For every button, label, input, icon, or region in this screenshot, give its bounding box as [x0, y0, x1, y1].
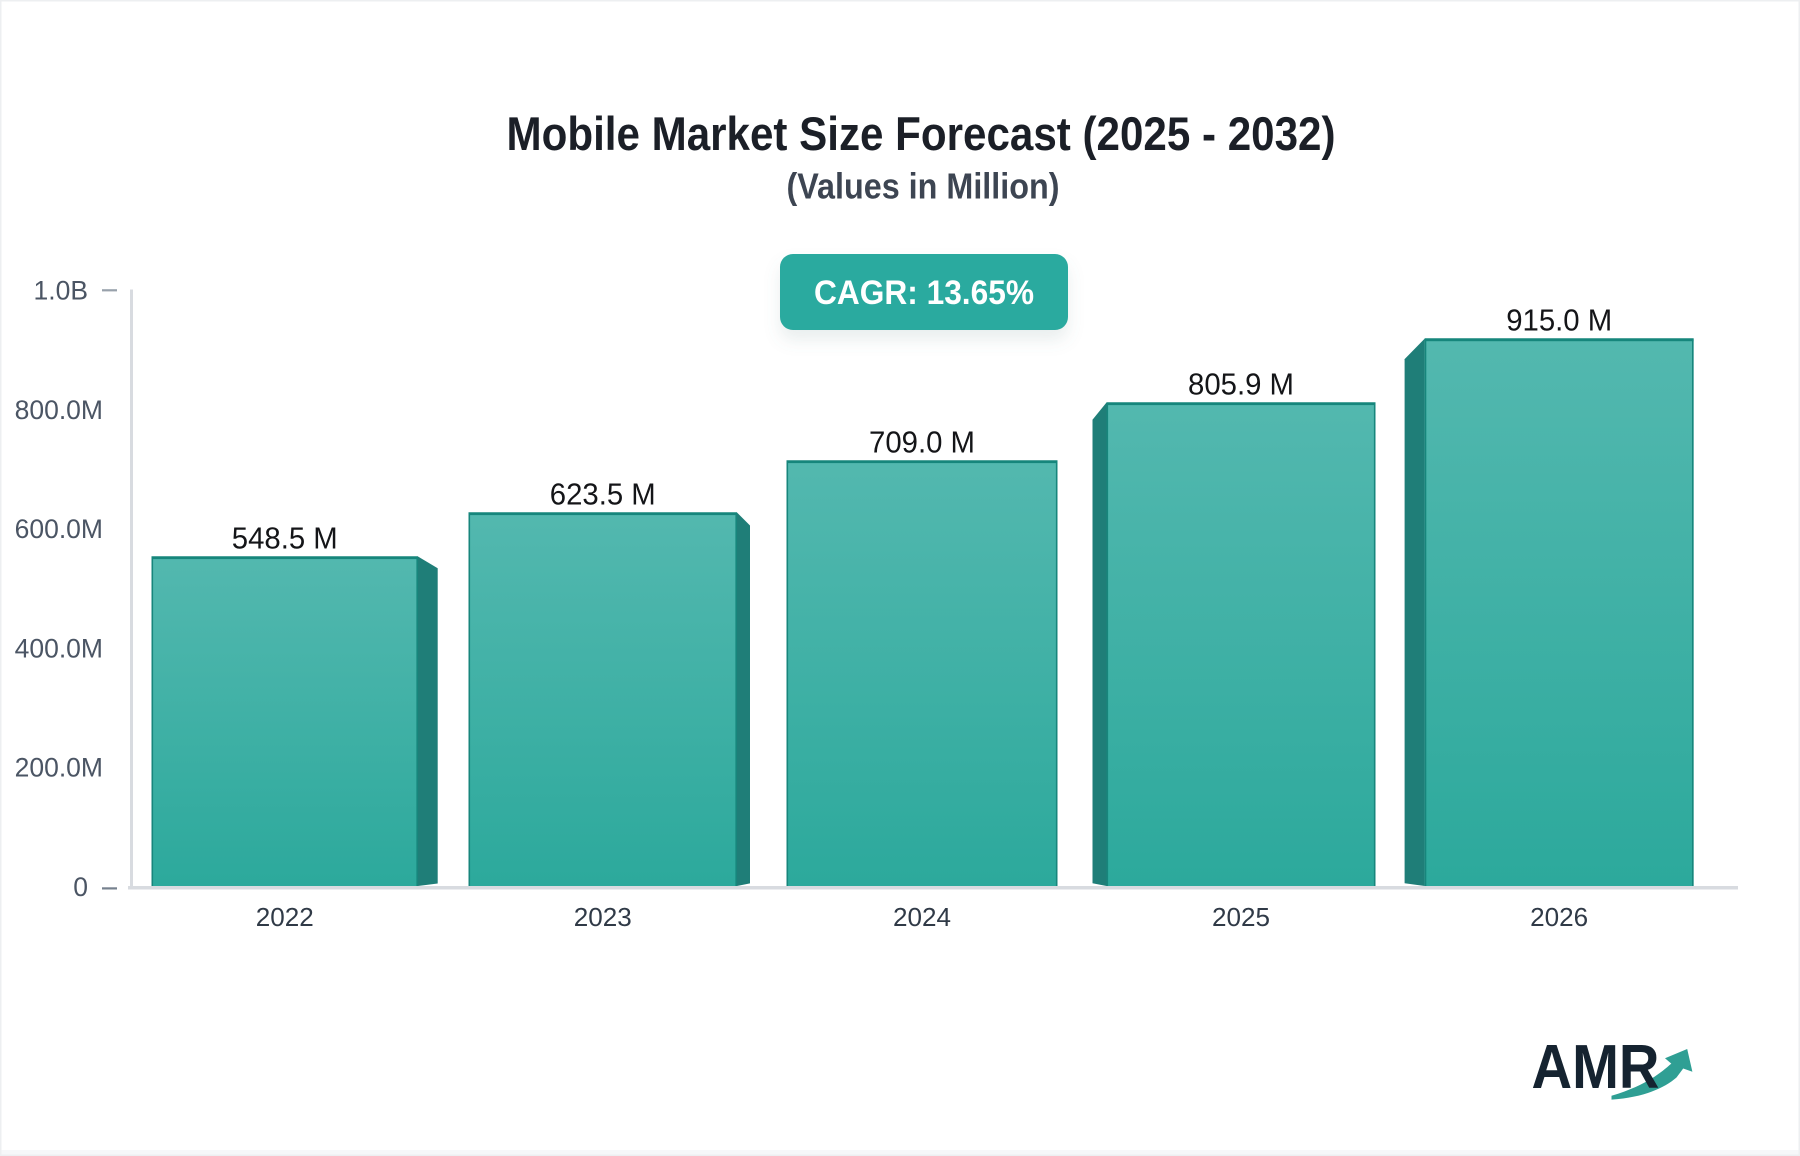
svg-text:AMR: AMR	[1532, 1033, 1660, 1102]
svg-text:548.5 M: 548.5 M	[232, 521, 338, 556]
svg-text:0: 0	[73, 872, 88, 902]
svg-text:CAGR: 13.65%: CAGR: 13.65%	[814, 274, 1034, 312]
svg-text:200.0M: 200.0M	[15, 753, 103, 783]
svg-text:623.5 M: 623.5 M	[550, 477, 656, 512]
svg-text:2023: 2023	[574, 902, 632, 932]
svg-text:2022: 2022	[256, 902, 314, 932]
svg-text:2025: 2025	[1212, 902, 1270, 932]
svg-text:2026: 2026	[1530, 902, 1588, 932]
svg-text:Mobile Market Size Forecast (2: Mobile Market Size Forecast (2025 - 2032…	[507, 107, 1336, 160]
svg-text:1.0B: 1.0B	[33, 276, 88, 306]
svg-text:915.0 M: 915.0 M	[1506, 303, 1612, 338]
svg-text:2024: 2024	[893, 902, 951, 932]
svg-text:(Values in Million): (Values in Million)	[787, 166, 1060, 207]
svg-text:400.0M: 400.0M	[15, 633, 103, 663]
svg-text:600.0M: 600.0M	[15, 514, 103, 544]
svg-text:709.0 M: 709.0 M	[869, 425, 975, 460]
svg-text:805.9 M: 805.9 M	[1188, 367, 1294, 402]
svg-text:800.0M: 800.0M	[15, 395, 103, 425]
